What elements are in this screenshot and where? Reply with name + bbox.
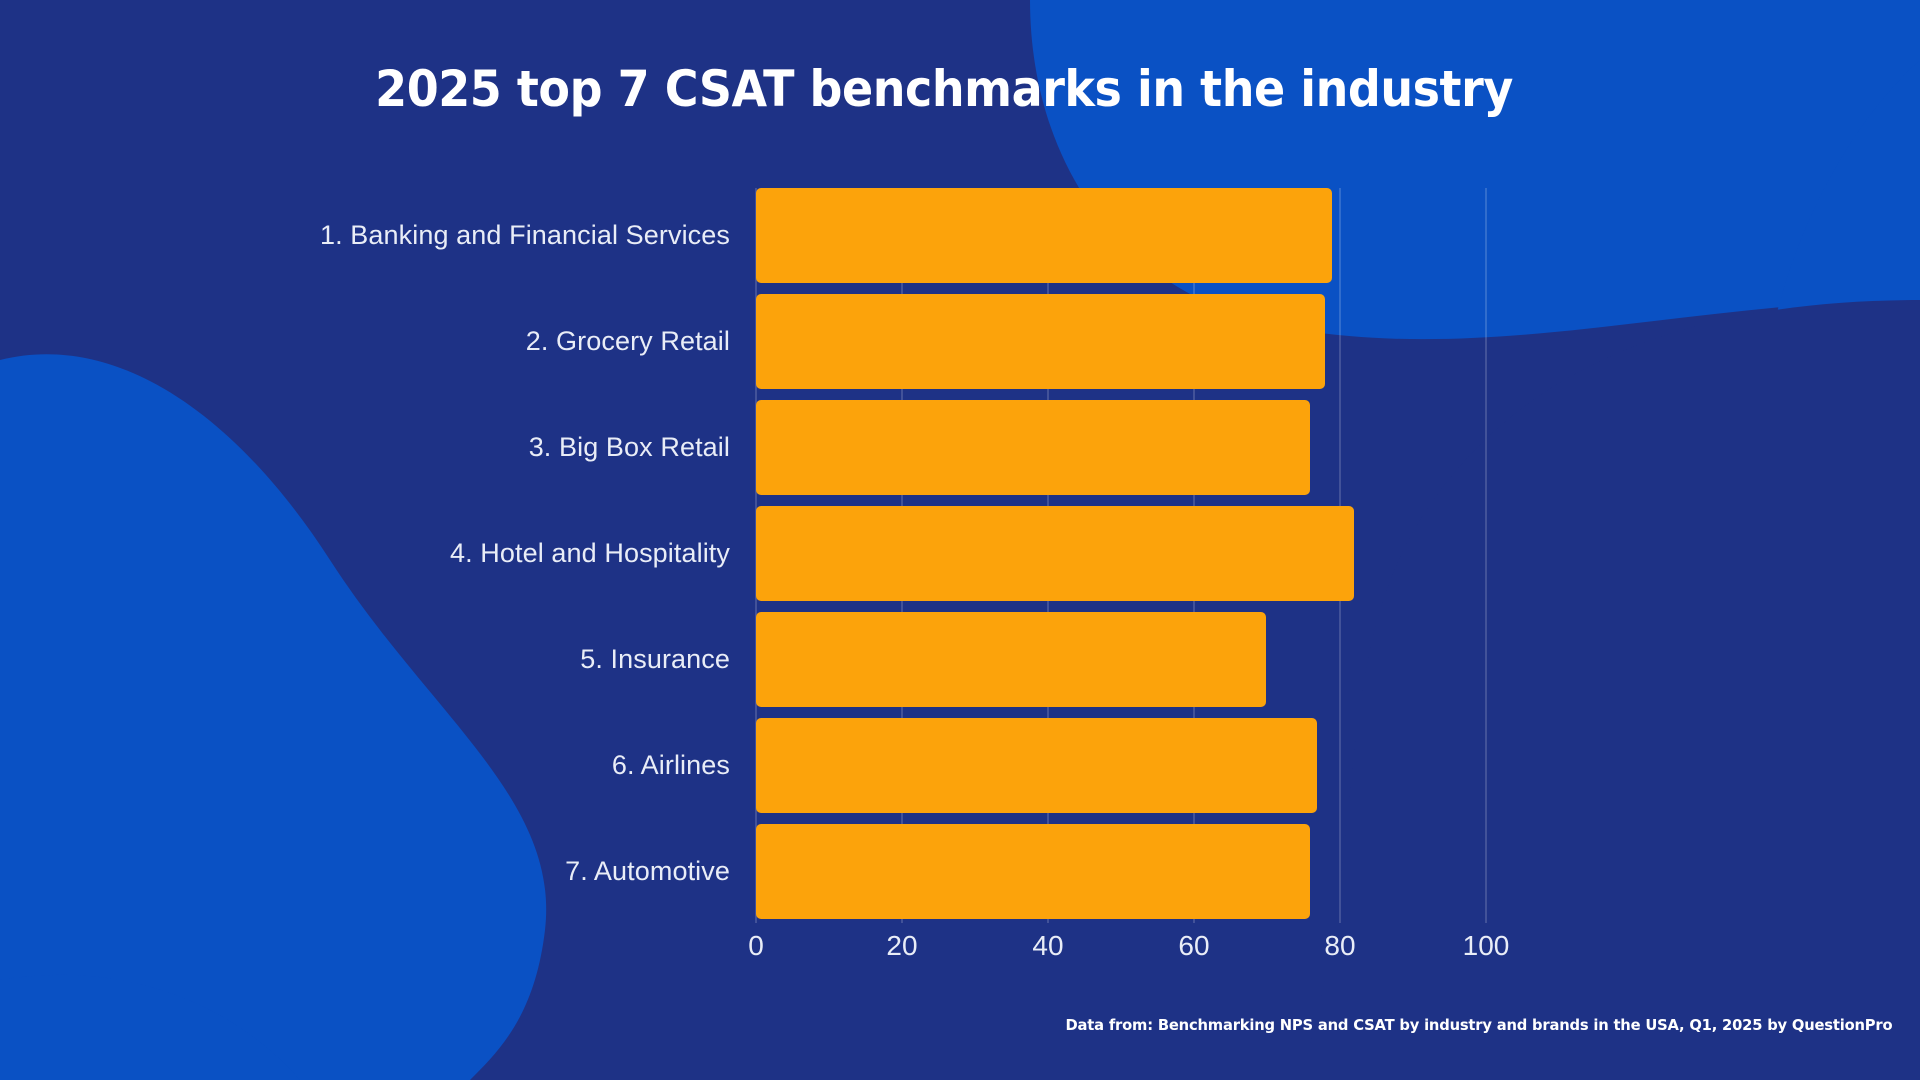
x-axis-tick: 0 bbox=[748, 930, 764, 961]
bar-row bbox=[756, 506, 1920, 601]
x-axis-tick: 100 bbox=[1462, 930, 1510, 961]
y-axis-label: 1. Banking and Financial Services bbox=[319, 220, 730, 250]
blob-left bbox=[0, 354, 547, 1080]
y-axis-label: 7. Automotive bbox=[565, 856, 730, 886]
bar[interactable] bbox=[756, 400, 1311, 495]
gridline-100 bbox=[1485, 188, 1487, 923]
y-axis-label: 3. Big Box Retail bbox=[528, 432, 730, 462]
blob-right-dark bbox=[1300, 300, 1920, 1080]
y-axis-label: 2. Grocery Retail bbox=[525, 326, 730, 356]
bar-series bbox=[756, 188, 1920, 923]
bar[interactable] bbox=[756, 506, 1354, 601]
bar-row bbox=[756, 612, 1920, 707]
x-axis-tick: 80 bbox=[1324, 930, 1356, 961]
data-source-note: Data from: Benchmarking NPS and CSAT by … bbox=[1065, 1016, 1892, 1034]
bar-row bbox=[756, 188, 1920, 283]
bar[interactable] bbox=[756, 188, 1332, 283]
bar-row bbox=[756, 718, 1920, 813]
bar-row bbox=[756, 824, 1920, 919]
x-axis-tick: 40 bbox=[1032, 930, 1064, 961]
bar-row bbox=[756, 400, 1920, 495]
bar[interactable] bbox=[756, 294, 1325, 389]
bar[interactable] bbox=[756, 612, 1267, 707]
y-axis-label: 6. Airlines bbox=[611, 750, 730, 780]
x-axis-tick: 20 bbox=[886, 930, 918, 961]
bar[interactable] bbox=[756, 718, 1318, 813]
y-axis-labels: 1. Banking and Financial Services 2. Gro… bbox=[200, 188, 730, 923]
bar-row bbox=[756, 294, 1920, 389]
page-title: 2025 top 7 CSAT benchmarks in the indust… bbox=[375, 60, 1513, 118]
y-axis-label: 4. Hotel and Hospitality bbox=[449, 538, 730, 568]
x-axis-tick: 60 bbox=[1178, 930, 1210, 961]
x-axis-ticks: 0 20 40 60 80 100 bbox=[0, 930, 1920, 980]
blob-bottom-left bbox=[0, 974, 300, 1080]
bar[interactable] bbox=[756, 824, 1311, 919]
y-axis-label: 5. Insurance bbox=[580, 644, 730, 674]
